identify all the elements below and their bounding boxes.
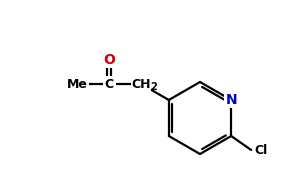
Text: O: O bbox=[103, 53, 115, 67]
Text: CH: CH bbox=[131, 77, 151, 90]
Text: 2: 2 bbox=[150, 82, 157, 92]
Text: N: N bbox=[225, 93, 237, 107]
Text: C: C bbox=[105, 77, 114, 90]
Text: Cl: Cl bbox=[254, 144, 267, 157]
Text: Me: Me bbox=[67, 77, 87, 90]
